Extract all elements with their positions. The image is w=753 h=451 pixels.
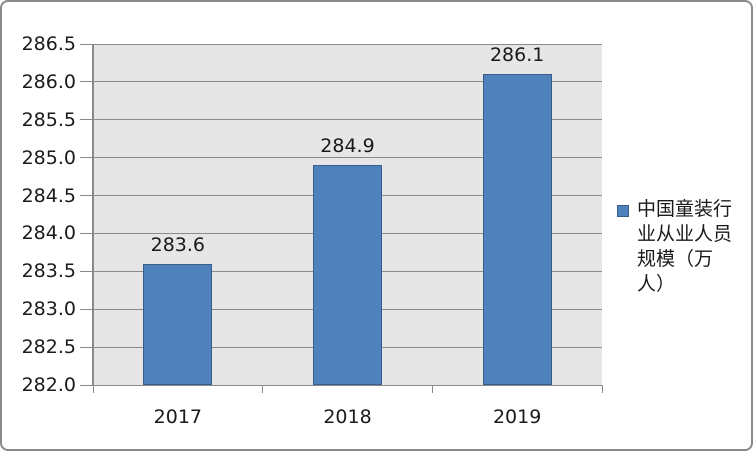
y-axis-tick-label: 286.5 [21, 33, 76, 55]
y-axis-tick-label: 283.0 [21, 298, 76, 321]
gridline [93, 43, 602, 45]
x-axis-label-2018: 2018 [323, 406, 372, 428]
y-axis-tick [80, 270, 93, 272]
bar-2018 [313, 165, 382, 385]
y-axis-tick-label: 282.5 [21, 336, 76, 359]
y-axis-tick [80, 43, 93, 45]
legend-text-line: 中国童装行 [637, 198, 733, 220]
y-axis-tick-label: 285.0 [21, 146, 76, 169]
bar-value-label-2017: 283.6 [150, 233, 206, 256]
x-axis-label-2017: 2017 [153, 406, 202, 428]
gridline [93, 119, 602, 121]
legend-label: 中国童装行业从业人员规模（万人） [637, 197, 749, 297]
x-axis-tick [431, 385, 433, 393]
y-axis-tick-label: 284.5 [21, 184, 76, 207]
x-axis-label-2019: 2019 [492, 406, 542, 428]
x-axis-tick [601, 385, 603, 393]
legend: 中国童装行业从业人员规模（万人） [612, 197, 750, 307]
y-axis-tick [80, 384, 93, 386]
bar-value-label-2019: 286.1 [489, 44, 545, 67]
legend-text-line: 规模（万 [637, 248, 714, 270]
y-axis-tick [80, 308, 93, 310]
x-axis-tick [92, 385, 94, 393]
y-axis-line [92, 44, 94, 385]
legend-text-line: 业从业人员 [637, 223, 733, 245]
gridline [93, 157, 602, 159]
bar-2017 [143, 263, 213, 385]
bar-value-label-2018: 284.9 [320, 135, 375, 158]
x-axis-tick [262, 385, 264, 393]
bar-2019 [482, 74, 552, 385]
y-axis-tick-label: 284.0 [21, 222, 76, 245]
y-axis-tick [80, 346, 93, 348]
y-axis-tick-label: 283.5 [21, 260, 76, 283]
y-axis-tick [80, 195, 93, 197]
y-axis-tick [80, 119, 93, 121]
y-axis-tick-label: 285.5 [21, 108, 76, 131]
y-axis-tick [80, 157, 93, 159]
legend-text-line: 人） [637, 273, 676, 295]
x-axis-line [92, 384, 602, 386]
y-axis-tick-label: 286.0 [21, 70, 76, 93]
y-axis-tick [80, 232, 93, 234]
y-axis-tick-label: 282.0 [21, 374, 76, 396]
legend-swatch-icon [617, 205, 629, 217]
gridline [93, 81, 602, 83]
y-axis-tick [80, 81, 93, 83]
